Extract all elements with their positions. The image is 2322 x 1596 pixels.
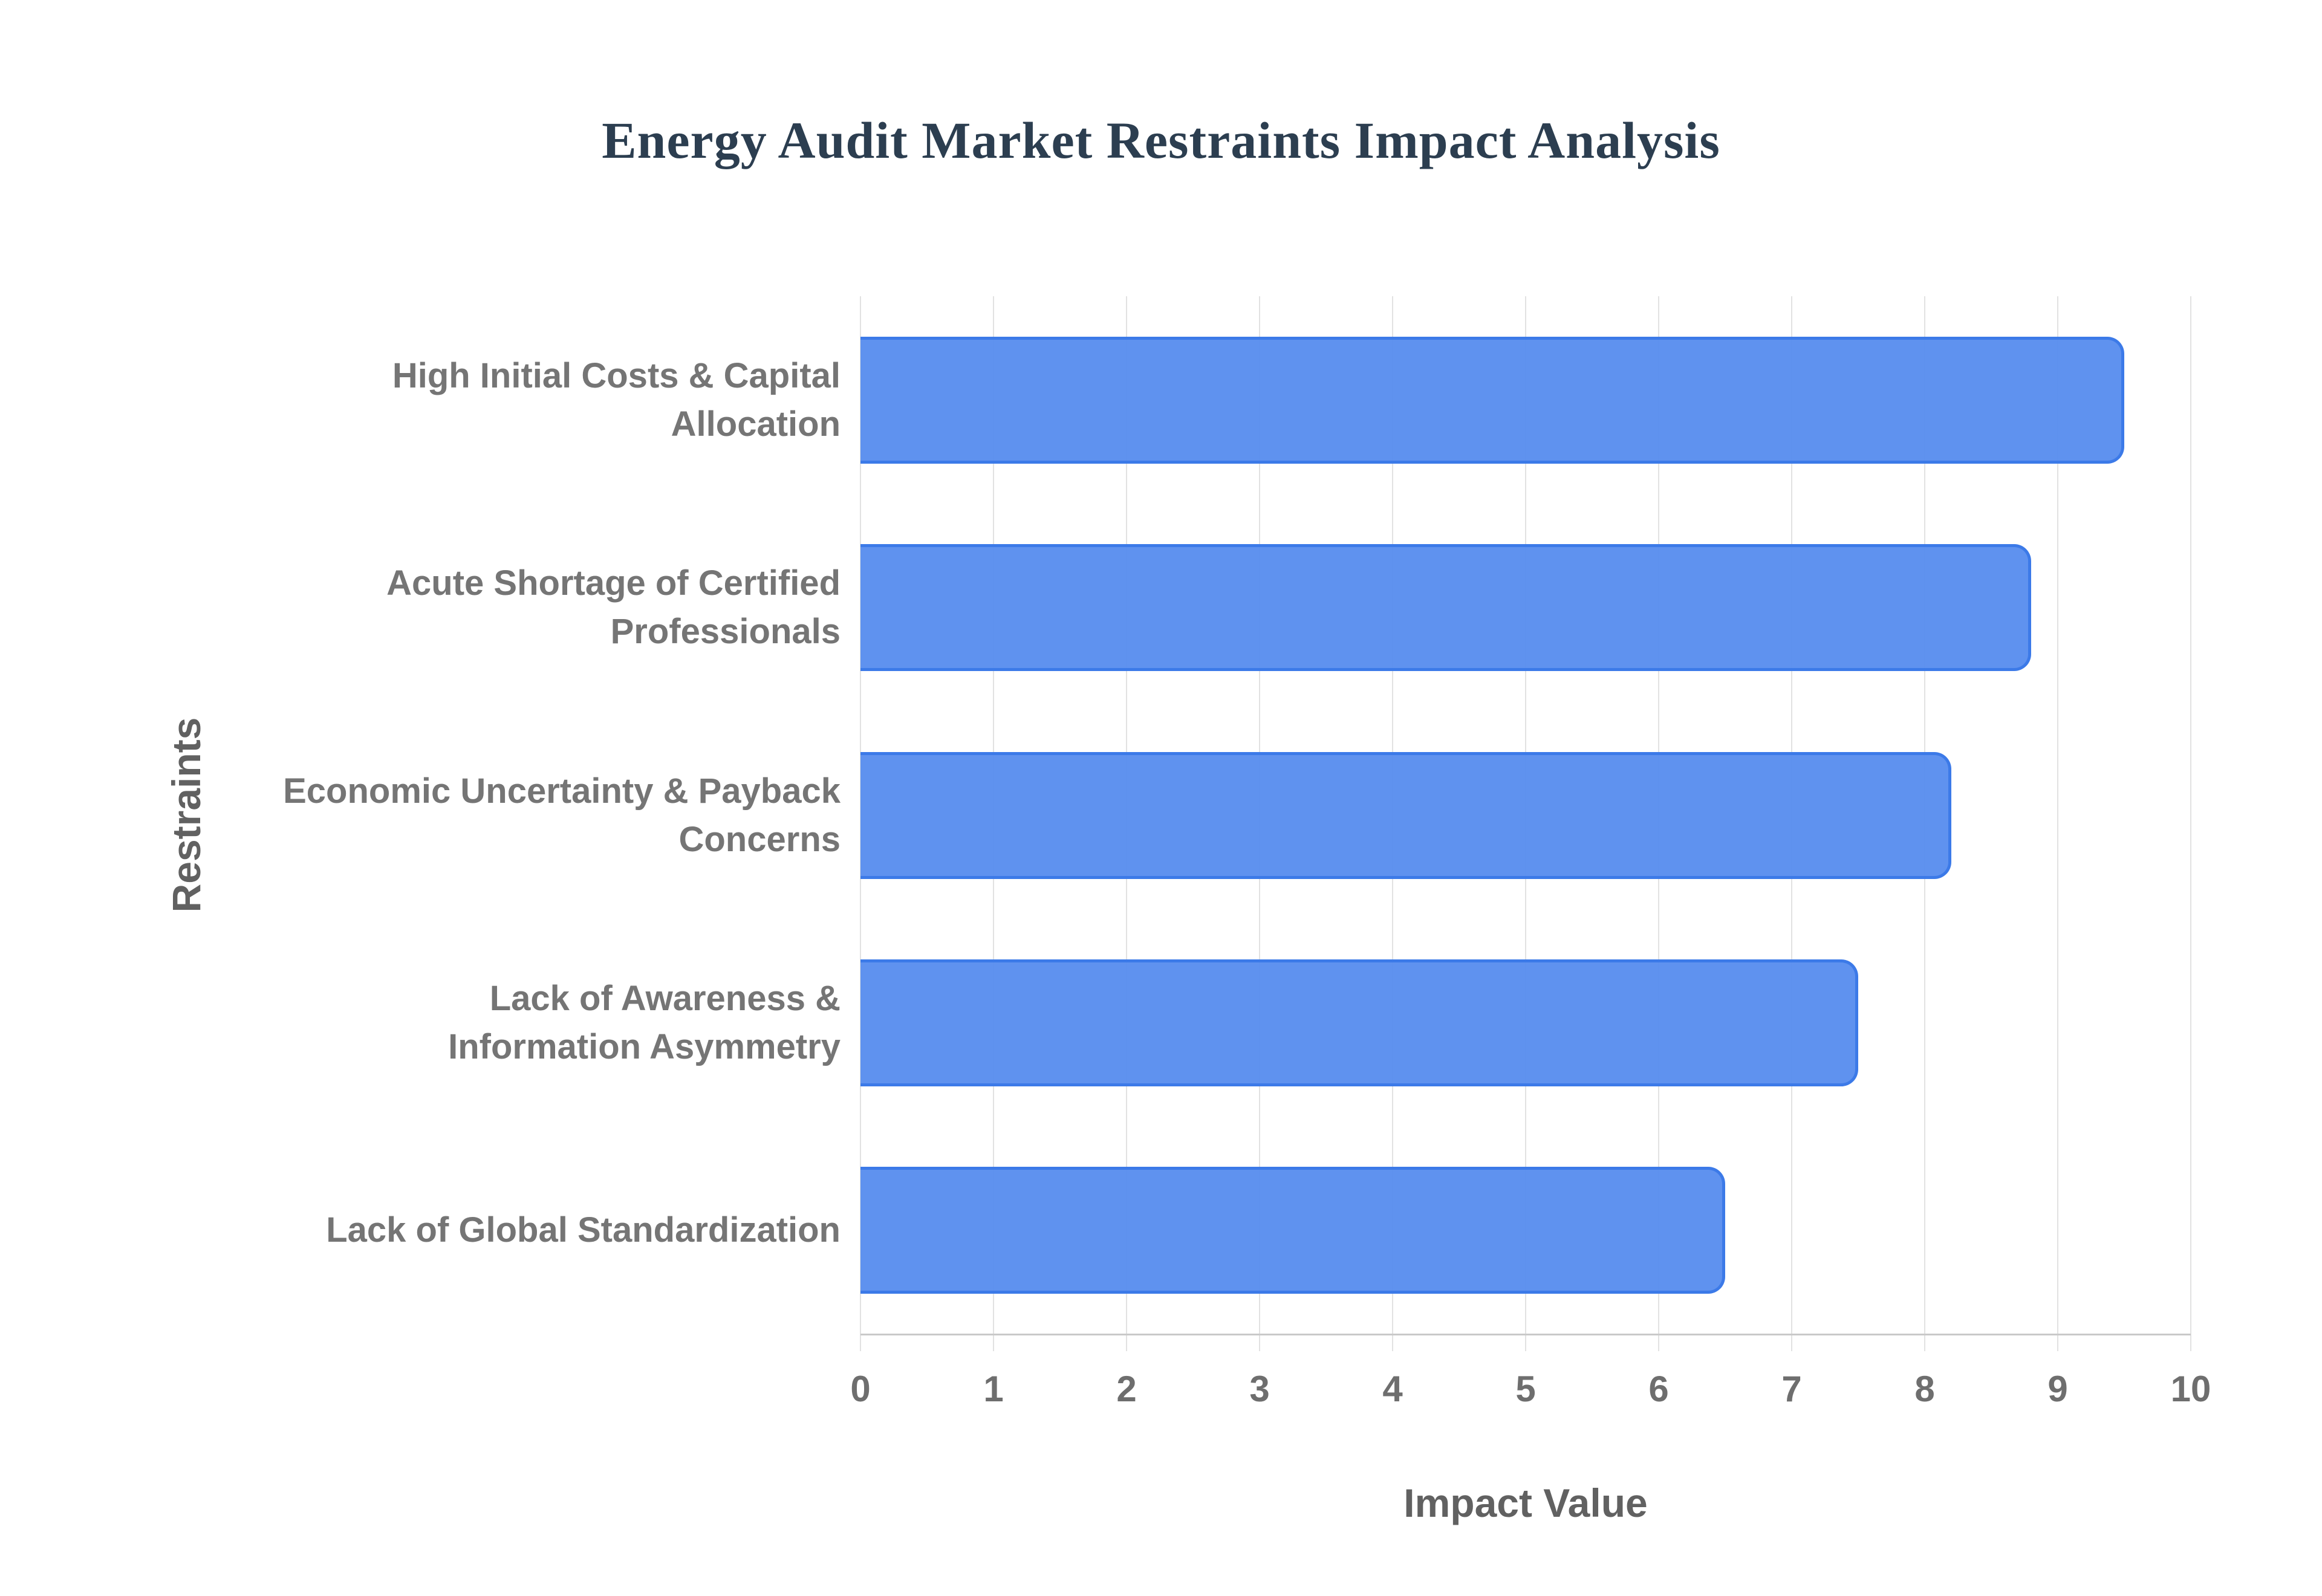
tick-mark-x3 [1259, 1334, 1260, 1351]
tick-mark-x8 [1924, 1334, 1925, 1351]
tick-mark-x9 [2057, 1334, 2058, 1351]
category-label-line: Acute Shortage of Certified [386, 563, 841, 603]
category-label-line: Concerns [678, 820, 841, 859]
x-axis-title: Impact Value [1403, 1481, 1648, 1525]
tick-mark-x0 [860, 1334, 861, 1351]
x-axis-line [860, 1334, 2191, 1335]
tick-mark-x2 [1126, 1334, 1127, 1351]
x-tick-label-7: 7 [1781, 1369, 1802, 1409]
tick-mark-x4 [1392, 1334, 1393, 1351]
y-axis-title: Restraints [164, 717, 209, 913]
bar-3 [860, 959, 1858, 1086]
category-label-4: Lack of Global Standardization [54, 1206, 841, 1254]
x-tick-label-6: 6 [1648, 1369, 1669, 1409]
category-label-3: Lack of Awareness & Information Asymmetry [54, 975, 841, 1071]
x-tick-label-4: 4 [1382, 1369, 1403, 1409]
category-label-line: Allocation [671, 404, 841, 444]
bar-0 [860, 337, 2124, 464]
x-tick-label-5: 5 [1515, 1369, 1536, 1409]
category-label-line: Professionals [610, 612, 841, 651]
x-tick-label-0: 0 [850, 1369, 871, 1409]
plot-area [860, 296, 2191, 1351]
gridline-x10 [2190, 296, 2191, 1334]
gridline-x9 [2057, 296, 2058, 1334]
category-label-line: High Initial Costs & Capital [392, 356, 841, 395]
tick-mark-x6 [1658, 1334, 1659, 1351]
category-label-1: Acute Shortage of Certified Professionals [54, 559, 841, 656]
tick-mark-x1 [993, 1334, 994, 1351]
category-label-line: Information Asymmetry [448, 1027, 841, 1066]
x-tick-label-3: 3 [1249, 1369, 1270, 1409]
x-tick-label-9: 9 [2047, 1369, 2068, 1409]
x-tick-label-2: 2 [1116, 1369, 1137, 1409]
bar-4 [860, 1167, 1725, 1294]
x-tick-label-10: 10 [2170, 1369, 2211, 1409]
category-label-line: Economic Uncertainty & Payback [283, 771, 841, 811]
category-label-line: Lack of Awareness & [489, 979, 841, 1018]
bar-2 [860, 752, 1951, 879]
x-tick-label-8: 8 [1914, 1369, 1935, 1409]
category-label-line: Lack of Global Standardization [326, 1210, 841, 1250]
bar-1 [860, 544, 2031, 671]
category-label-2: Economic Uncertainty & Payback Concerns [54, 767, 841, 864]
x-tick-label-1: 1 [983, 1369, 1004, 1409]
tick-mark-x5 [1525, 1334, 1526, 1351]
category-label-0: High Initial Costs & Capital Allocation [54, 352, 841, 449]
tick-mark-x10 [2190, 1334, 2191, 1351]
tick-mark-x7 [1791, 1334, 1792, 1351]
chart-title: Energy Audit Market Restraints Impact An… [602, 111, 1720, 169]
